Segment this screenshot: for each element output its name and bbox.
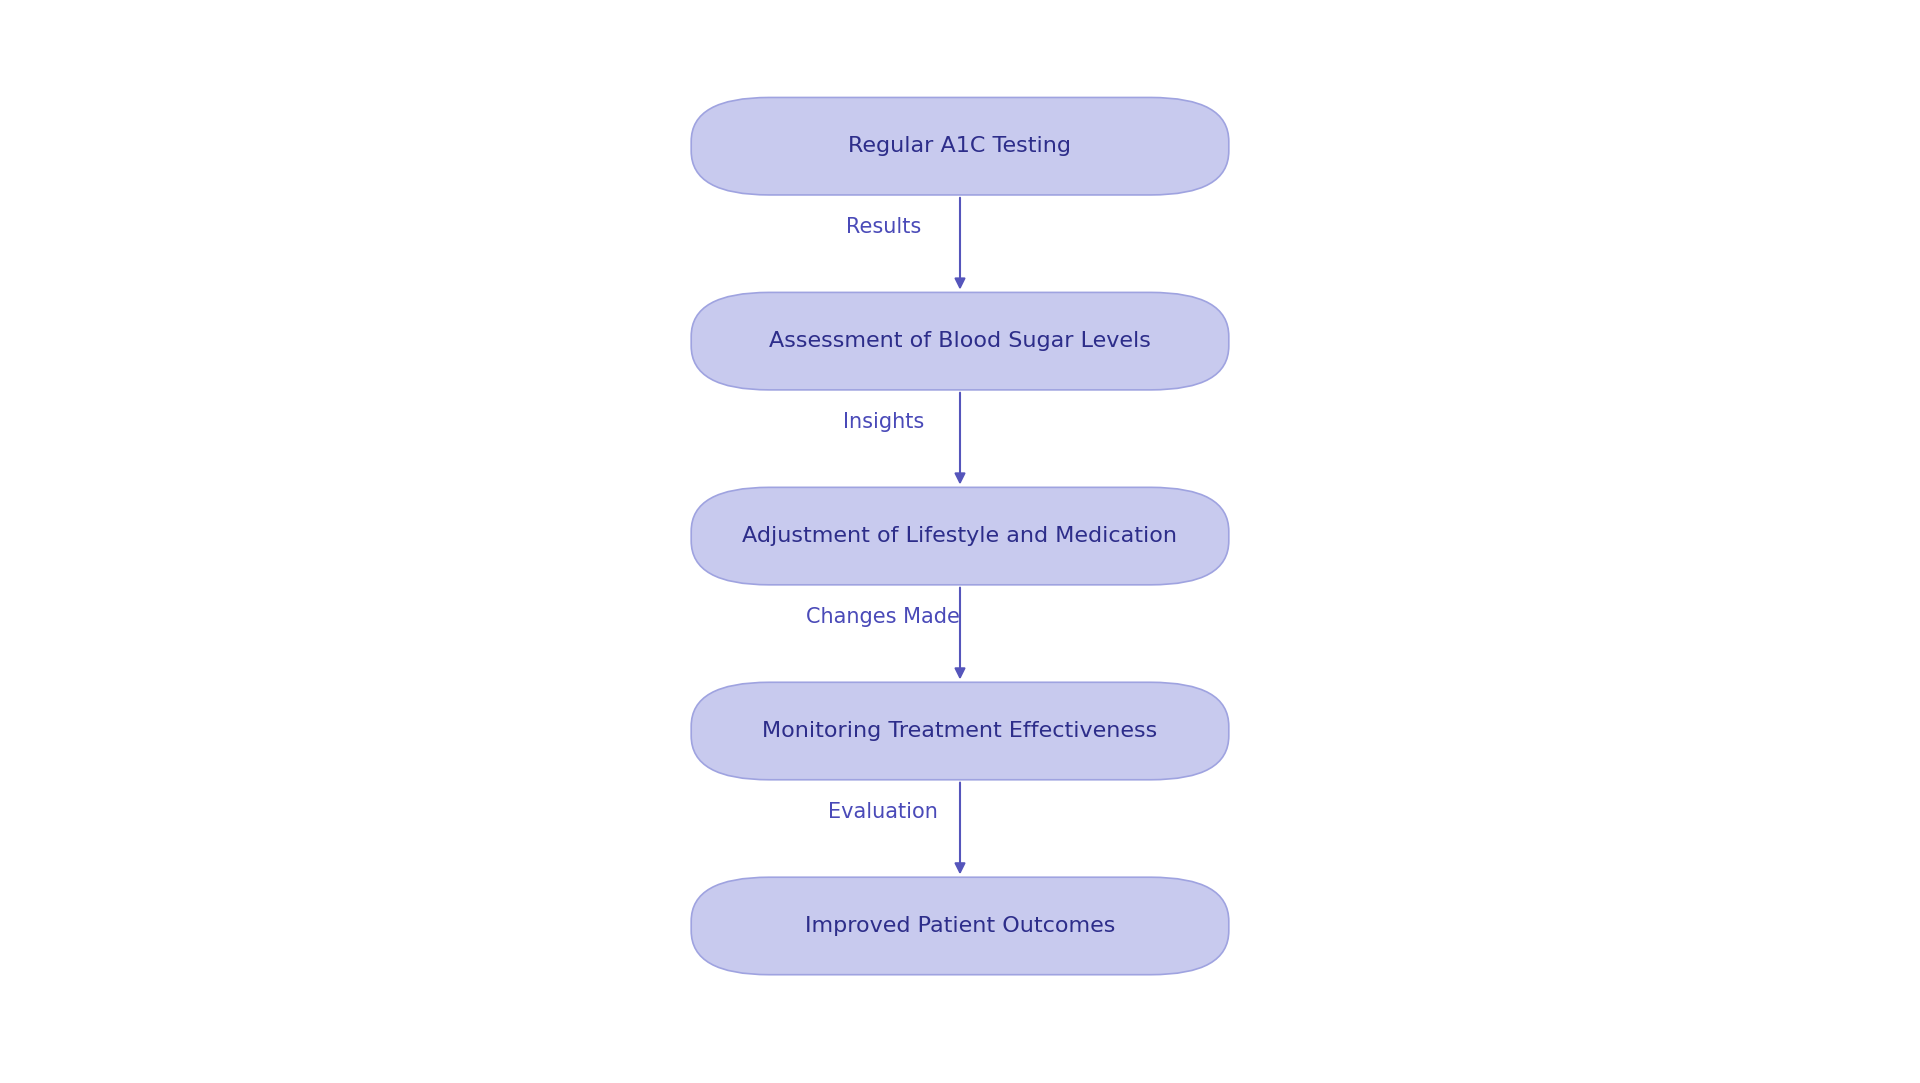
FancyBboxPatch shape xyxy=(691,97,1229,195)
Text: Regular A1C Testing: Regular A1C Testing xyxy=(849,136,1071,156)
Text: Monitoring Treatment Effectiveness: Monitoring Treatment Effectiveness xyxy=(762,721,1158,741)
Text: Adjustment of Lifestyle and Medication: Adjustment of Lifestyle and Medication xyxy=(743,526,1177,546)
FancyBboxPatch shape xyxy=(691,292,1229,390)
FancyBboxPatch shape xyxy=(691,877,1229,975)
Text: Changes Made: Changes Made xyxy=(806,608,960,627)
FancyBboxPatch shape xyxy=(691,487,1229,585)
Text: Insights: Insights xyxy=(843,413,924,432)
Text: Evaluation: Evaluation xyxy=(828,803,939,822)
Text: Improved Patient Outcomes: Improved Patient Outcomes xyxy=(804,916,1116,936)
Text: Results: Results xyxy=(845,218,922,237)
Text: Assessment of Blood Sugar Levels: Assessment of Blood Sugar Levels xyxy=(770,331,1150,351)
FancyBboxPatch shape xyxy=(691,682,1229,780)
